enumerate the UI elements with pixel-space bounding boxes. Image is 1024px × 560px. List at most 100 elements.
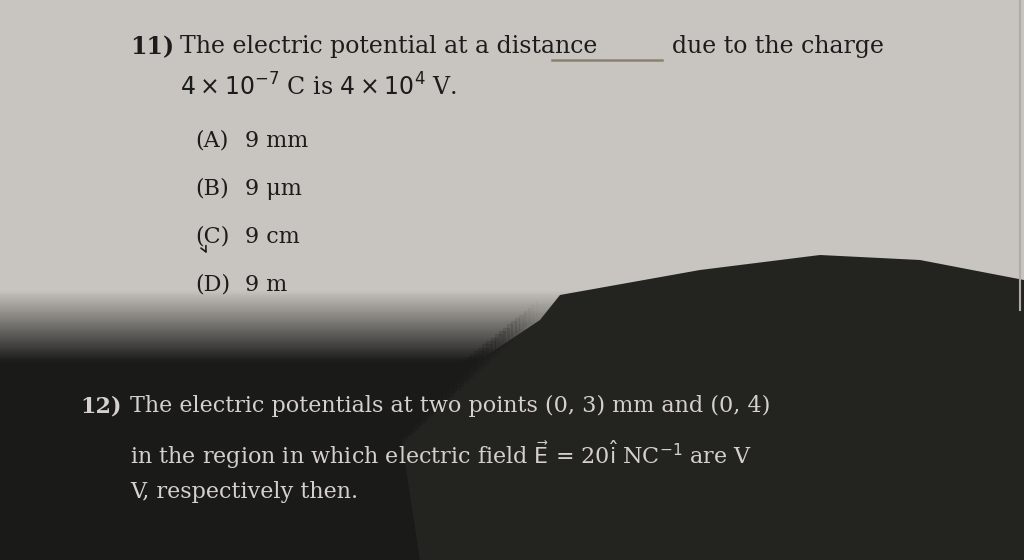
Bar: [0, 329, 1024, 330]
Bar: [486, 341, 495, 356]
Bar: [450, 371, 463, 386]
Bar: [462, 361, 473, 376]
Bar: [0, 358, 1024, 360]
Bar: [0, 348, 1024, 349]
Bar: [0, 293, 1024, 294]
Bar: [387, 420, 411, 435]
Bar: [482, 344, 490, 359]
Text: 9 cm: 9 cm: [245, 226, 300, 248]
Bar: [395, 413, 418, 428]
Text: in the region in which electric field $\vec{\mathrm{E}}$ = 20$\hat{\mathrm{i}}$ : in the region in which electric field $\…: [130, 438, 753, 471]
Bar: [515, 318, 519, 333]
Bar: [0, 342, 1024, 343]
Bar: [437, 380, 453, 395]
Bar: [0, 325, 1024, 326]
Bar: [441, 377, 456, 392]
Bar: [0, 328, 1024, 329]
Bar: [0, 360, 1024, 361]
Bar: [0, 301, 1024, 302]
Text: The electric potentials at two points (0, 3) mm and (0, 4): The electric potentials at two points (0…: [130, 395, 770, 417]
Bar: [445, 374, 460, 389]
Bar: [0, 351, 1024, 352]
Bar: [429, 387, 445, 402]
Bar: [379, 427, 403, 442]
Bar: [383, 423, 407, 438]
Bar: [0, 309, 1024, 310]
Bar: [0, 348, 1024, 349]
Bar: [0, 293, 1024, 295]
Bar: [474, 351, 484, 366]
Bar: [416, 397, 435, 412]
Bar: [0, 305, 1024, 306]
Bar: [0, 360, 1024, 361]
Bar: [0, 297, 1024, 298]
Bar: [0, 346, 1024, 347]
Bar: [0, 306, 1024, 307]
Bar: [0, 337, 1024, 338]
Bar: [0, 327, 1024, 328]
Bar: [0, 351, 1024, 352]
Bar: [0, 341, 1024, 343]
Bar: [0, 302, 1024, 304]
Text: V, respectively then.: V, respectively then.: [130, 481, 358, 503]
Bar: [0, 321, 1024, 323]
Bar: [0, 292, 1024, 293]
Bar: [531, 305, 534, 320]
Bar: [433, 384, 449, 399]
Bar: [0, 291, 1024, 292]
Bar: [375, 430, 400, 445]
Bar: [527, 308, 529, 323]
Bar: [0, 298, 1024, 299]
Bar: [0, 296, 1024, 297]
Bar: [0, 314, 1024, 315]
Bar: [490, 338, 498, 353]
Bar: [0, 332, 1024, 334]
Bar: [495, 334, 502, 349]
Bar: [0, 290, 1024, 291]
Bar: [0, 357, 1024, 359]
Bar: [470, 354, 480, 369]
Bar: [503, 328, 509, 343]
Bar: [0, 314, 1024, 315]
Bar: [0, 344, 1024, 345]
Text: 9 mm: 9 mm: [245, 130, 308, 152]
Text: (D): (D): [195, 274, 230, 296]
Bar: [0, 339, 1024, 340]
Bar: [466, 357, 477, 372]
Bar: [0, 302, 1024, 303]
Bar: [0, 338, 1024, 339]
Bar: [0, 307, 1024, 309]
Bar: [458, 364, 470, 379]
Bar: [0, 305, 1024, 306]
Bar: [391, 417, 414, 432]
Bar: [0, 315, 1024, 316]
Text: due to the charge: due to the charge: [672, 35, 884, 58]
Bar: [0, 343, 1024, 344]
Bar: [0, 332, 1024, 333]
Bar: [478, 348, 487, 362]
Bar: [0, 324, 1024, 325]
Bar: [0, 295, 1024, 296]
Text: 11): 11): [130, 35, 174, 59]
Bar: [0, 317, 1024, 318]
Polygon shape: [400, 255, 1024, 560]
Bar: [0, 323, 1024, 324]
Text: (A): (A): [195, 130, 228, 152]
Bar: [0, 316, 1024, 318]
Bar: [0, 318, 1024, 319]
Bar: [0, 355, 1024, 356]
Bar: [0, 354, 1024, 355]
Text: (B): (B): [195, 178, 228, 200]
Text: (C): (C): [195, 226, 229, 248]
Bar: [511, 321, 515, 336]
Text: 9 μm: 9 μm: [245, 178, 302, 200]
Bar: [0, 349, 1024, 351]
Bar: [0, 361, 1024, 362]
Bar: [0, 330, 1024, 331]
Text: 9 m: 9 m: [245, 274, 288, 296]
Bar: [0, 352, 1024, 353]
Bar: [0, 340, 1024, 342]
Bar: [0, 304, 1024, 305]
Bar: [0, 353, 1024, 354]
Bar: [0, 339, 1024, 340]
